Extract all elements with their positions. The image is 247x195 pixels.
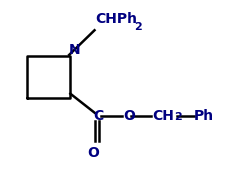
Text: O: O	[87, 146, 99, 160]
Text: C: C	[93, 109, 103, 123]
Text: CHPh: CHPh	[96, 12, 138, 27]
Text: 2: 2	[134, 22, 142, 32]
Text: N: N	[69, 43, 81, 57]
Text: Ph: Ph	[194, 109, 214, 123]
Text: O: O	[123, 109, 135, 123]
Text: CH: CH	[152, 109, 174, 123]
Text: 2: 2	[174, 112, 182, 122]
